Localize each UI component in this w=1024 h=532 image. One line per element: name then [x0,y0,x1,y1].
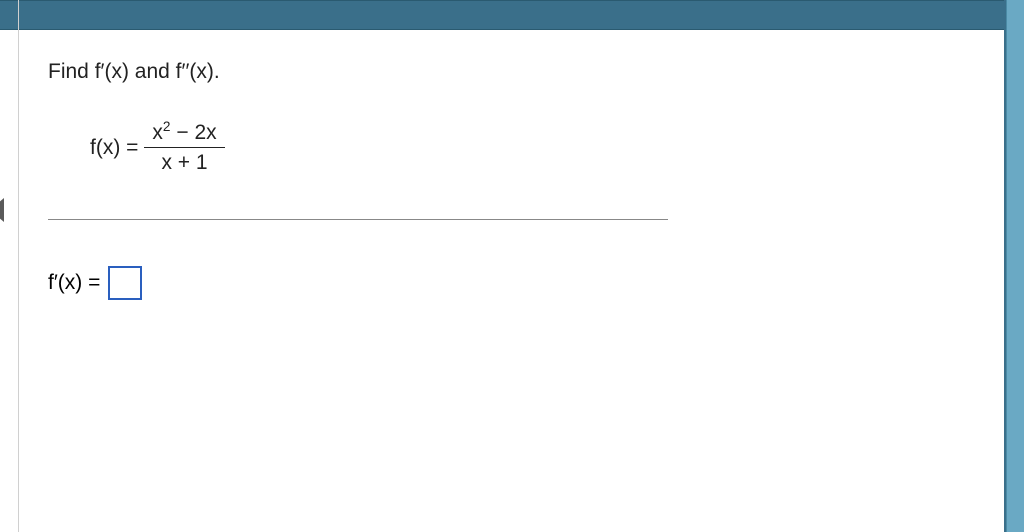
header-bar [0,0,1024,30]
fraction-numerator: x2 − 2x [144,120,224,147]
problem-statement: Find f′(x) and f′′(x). f(x) = x2 − 2x x … [0,60,1024,175]
prompt-text: Find f′(x) and f′′(x). [48,60,1024,84]
prompt-d1: f′(x) [95,60,129,83]
fraction: x2 − 2x x + 1 [144,120,224,175]
prompt-prefix: Find [48,60,95,83]
answer-input[interactable] [108,266,142,300]
prompt-suffix: . [214,60,220,83]
function-definition: f(x) = x2 − 2x x + 1 [48,120,1024,175]
prompt-and: and [129,60,176,83]
num-exp: 2 [163,119,171,134]
fn-lhs: f(x) = [90,136,144,160]
num-pre: x [152,121,163,144]
num-post: − 2x [171,121,217,144]
prompt-d2: f′′(x) [176,60,214,83]
fraction-denominator: x + 1 [153,148,215,175]
content-area: Find f′(x) and f′′(x). f(x) = x2 − 2x x … [0,30,1024,300]
answer-row: f′(x) = [0,266,1024,300]
answer-lhs: f′(x) = [48,271,100,295]
section-divider [48,219,668,220]
